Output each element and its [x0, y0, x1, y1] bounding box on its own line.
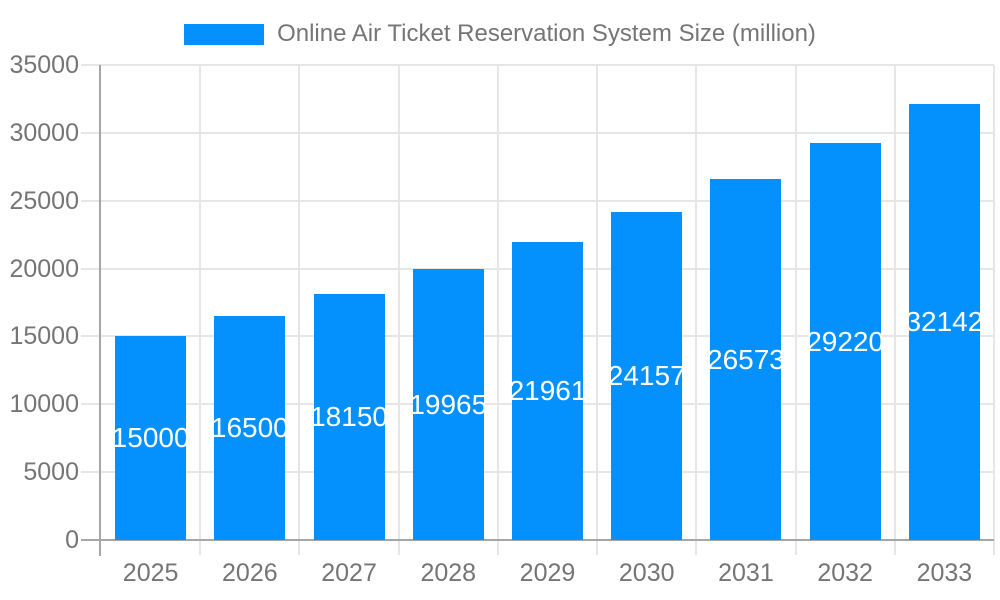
- legend-item[interactable]: Online Air Ticket Reservation System Siz…: [0, 20, 1000, 48]
- y-tick-label: 15000: [9, 322, 79, 351]
- x-tick-label: 2026: [222, 559, 278, 587]
- x-tick-label: 2031: [718, 559, 774, 587]
- y-tick-label: 35000: [9, 51, 79, 79]
- bar[interactable]: 29220: [806, 143, 884, 540]
- x-tick-label: 2032: [817, 559, 873, 587]
- bar-value-label: 29220: [806, 325, 885, 357]
- bar[interactable]: 15000: [112, 336, 190, 540]
- y-tick-label: 25000: [9, 186, 79, 215]
- bar-value-label: 26573: [707, 343, 785, 375]
- v-gridline: [794, 65, 797, 555]
- legend-swatch-icon: [184, 23, 265, 45]
- bar[interactable]: 26573: [707, 179, 785, 540]
- bar[interactable]: 16500: [211, 316, 289, 540]
- v-gridline: [993, 65, 995, 555]
- v-gridline: [695, 65, 698, 555]
- x-tick-label: 2025: [122, 559, 179, 587]
- x-tick-label: 2027: [321, 559, 377, 587]
- v-gridline: [199, 65, 202, 555]
- v-gridline: [397, 65, 400, 555]
- h-gridline: [81, 64, 994, 66]
- bar[interactable]: 32142: [905, 103, 983, 540]
- y-tick-label: 10000: [9, 390, 79, 419]
- v-gridline: [893, 65, 896, 555]
- v-gridline: [496, 65, 499, 555]
- bar[interactable]: 24157: [608, 212, 686, 540]
- y-tick-label: 30000: [9, 118, 79, 147]
- h-gridline: [81, 131, 994, 134]
- bar-value-label: 21961: [508, 374, 587, 406]
- legend-label: Online Air Ticket Reservation System Siz…: [277, 20, 816, 47]
- y-tick-label: 20000: [9, 254, 79, 283]
- bar-value-label: 32142: [905, 305, 984, 337]
- h-gridline: [81, 199, 994, 202]
- bar-value-label: 19965: [409, 388, 488, 420]
- x-axis-line: [81, 539, 994, 541]
- y-tick-label: 5000: [23, 458, 79, 487]
- x-tick-label: 2028: [420, 559, 477, 587]
- x-tick-label: 2033: [916, 559, 973, 587]
- y-tick-label: 0: [65, 526, 79, 554]
- bar-value-label: 15000: [111, 422, 190, 454]
- bar[interactable]: 19965: [409, 269, 487, 540]
- bar-value-label: 16500: [210, 412, 289, 444]
- x-tick-label: 2029: [519, 559, 576, 587]
- bar[interactable]: 18150: [310, 293, 388, 540]
- x-tick-label: 2030: [618, 559, 675, 587]
- bar-value-label: 18150: [310, 400, 388, 432]
- v-gridline: [596, 65, 599, 555]
- bar-value-label: 24157: [607, 360, 686, 392]
- bar[interactable]: 21961: [509, 241, 586, 540]
- y-axis-line: [99, 65, 101, 556]
- v-gridline: [298, 65, 301, 555]
